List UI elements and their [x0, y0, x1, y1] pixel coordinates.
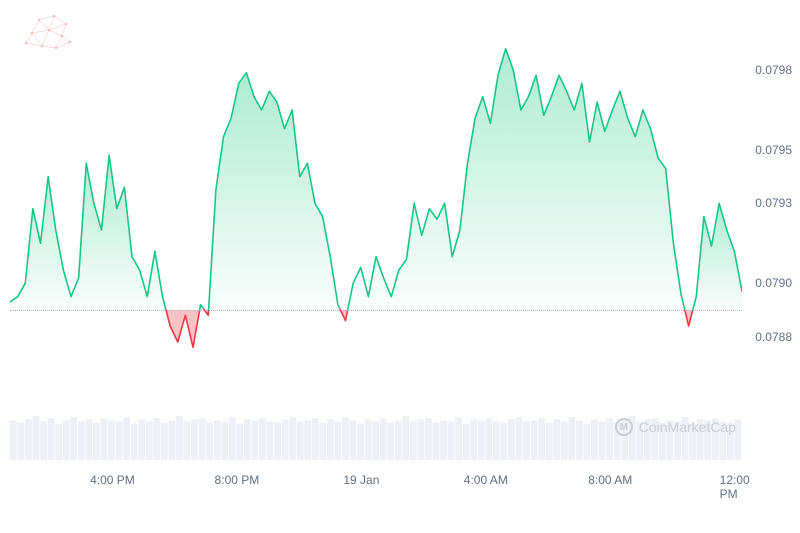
x-tick-label: 12:00 PM	[720, 473, 750, 501]
y-tick-label: 0.0798	[755, 63, 792, 77]
x-tick-label: 8:00 AM	[588, 473, 632, 487]
watermark-text: CoinMarketCap	[639, 419, 736, 435]
y-tick-label: 0.0793	[755, 196, 792, 210]
y-tick-label: 0.0795	[755, 143, 792, 157]
watermark: M CoinMarketCap	[615, 418, 736, 436]
x-tick-label: 4:00 AM	[464, 473, 508, 487]
x-tick-label: 4:00 PM	[90, 473, 135, 487]
x-tick-label: 19 Jan	[343, 473, 379, 487]
price-chart: 0.0788 0.0790 0.0793 0.0795 0.0798 4:00 PM 8:…	[0, 0, 800, 533]
y-tick-label: 0.0788	[755, 330, 792, 344]
baseline-line	[10, 310, 742, 311]
watermark-icon-letter: M	[620, 422, 628, 433]
x-axis: 4:00 PM8:00 PM19 Jan4:00 AM8:00 AM12:00 …	[10, 473, 742, 513]
y-tick-label: 0.0790	[755, 276, 792, 290]
chart-plot-area[interactable]	[10, 30, 742, 390]
x-tick-label: 8:00 PM	[215, 473, 260, 487]
coinmarketcap-icon: M	[615, 418, 633, 436]
